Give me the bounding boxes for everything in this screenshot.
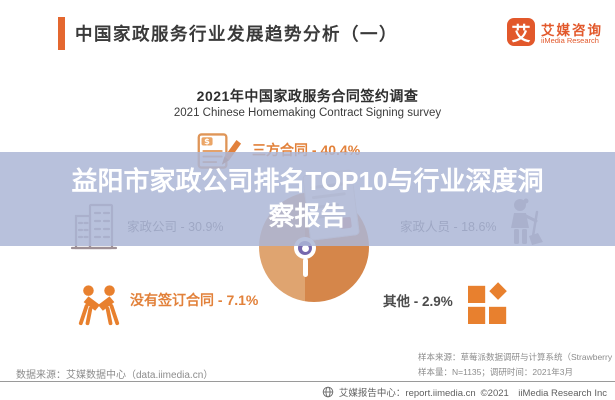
footer-bar: 艾媒报告中心：report.iimedia.cn ©2021 iiMedia R… — [322, 385, 607, 399]
survey-title: 2021年中国家政服务合同签约调查 — [196, 88, 419, 104]
magnifier-handle — [302, 258, 308, 277]
iimedia-logo-icon: 艾 — [507, 18, 535, 46]
legend-no-contract: 没有签订合同 - 7.1% — [130, 292, 259, 308]
sample-source-note: 样本来源：草莓派数据调研与计算系统（Strawberry Pie） — [418, 352, 615, 362]
globe-icon — [322, 386, 334, 398]
watermark-text: 益阳市家政公司排名TOP10与行业深度洞察报告 — [71, 165, 544, 231]
magnifier-glint — [301, 244, 309, 252]
survey-subtitle: 2021 Chinese Homemaking Contract Signing… — [173, 107, 442, 119]
svg-text:$: $ — [204, 136, 210, 146]
footer-divider — [0, 381, 615, 382]
header-accent-bar — [58, 17, 65, 50]
handshake-people-icon — [76, 284, 122, 326]
legend-other: 其他 - 2.9% — [383, 294, 453, 309]
logo-mark: 艾 — [511, 23, 531, 45]
logo-name-cn: 艾媒咨询 — [541, 23, 603, 38]
page-title: 中国家政服务行业发展趋势分析（一） — [75, 24, 398, 44]
copyright-text: ©2021 iiMedia Research Inc — [480, 388, 607, 399]
watermark-overlay: 益阳市家政公司排名TOP10与行业深度洞察报告 — [0, 152, 615, 246]
data-source-note: 数据来源：艾媒数据中心（data.iimedia.cn） — [16, 370, 214, 381]
squares-icon — [468, 282, 510, 324]
sample-size-note: 样本量：N=1135；调研时间：2021年3月 — [418, 367, 574, 377]
logo-name-en: iiMedia Research — [541, 36, 599, 45]
report-center-link: 艾媒报告中心：report.iimedia.cn — [338, 388, 476, 399]
